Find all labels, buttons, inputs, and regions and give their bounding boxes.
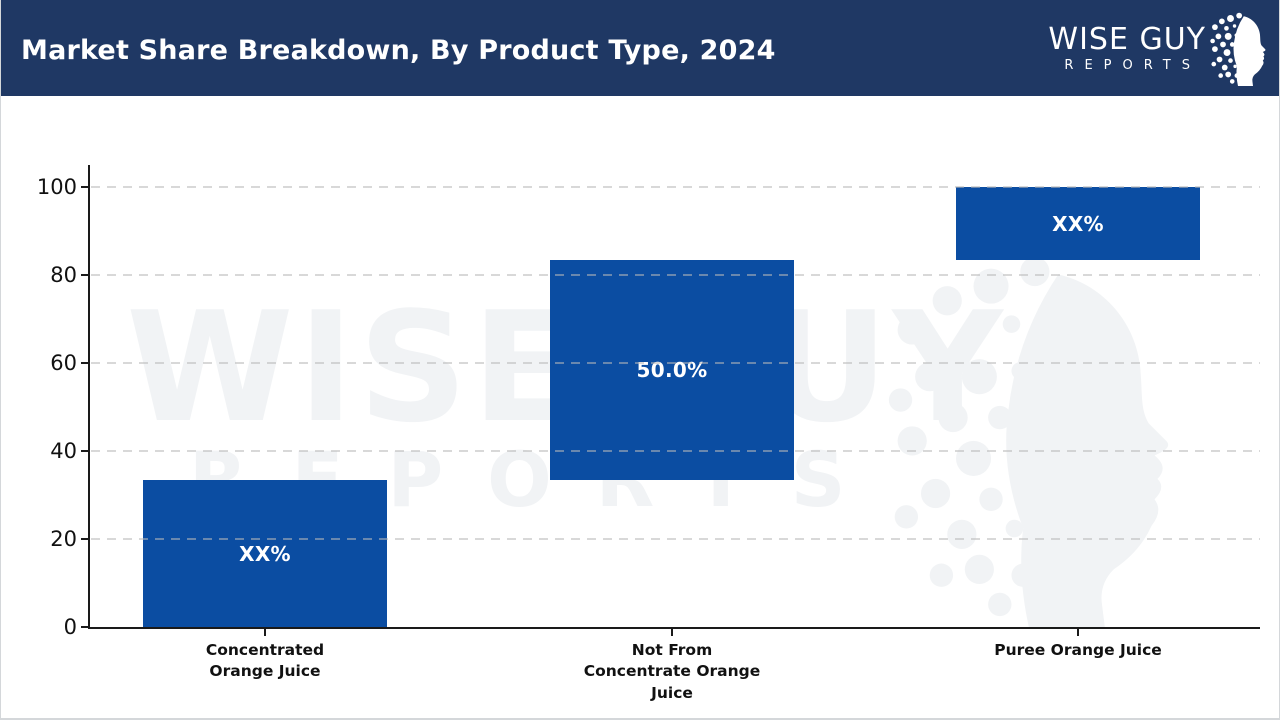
gridline (91, 186, 1260, 188)
y-tick-label: 60 (50, 351, 77, 375)
header: Market Share Breakdown, By Product Type,… (1, 0, 1279, 96)
x-tick-mark (1077, 627, 1079, 636)
y-tick-mark (81, 450, 89, 452)
y-tick-mark (81, 538, 89, 540)
x-tick-mark (671, 627, 673, 636)
logo-text: WISE GUY REPORTS (1048, 21, 1206, 73)
logo-head-icon (1210, 12, 1266, 86)
gridline (91, 450, 1260, 452)
x-category-label: Not From Concentrate Orange Juice (583, 641, 761, 702)
bar-value-label: XX% (1052, 211, 1104, 236)
bar-value-label: XX% (239, 541, 291, 566)
y-axis-line (88, 165, 90, 629)
gridline (91, 538, 1260, 540)
logo-subtitle: REPORTS (1064, 57, 1202, 73)
watermark-head-icon (888, 256, 1169, 628)
y-tick-label: 100 (36, 175, 77, 199)
page-title: Market Share Breakdown, By Product Type,… (21, 34, 776, 66)
y-tick-label: 0 (63, 615, 77, 639)
x-category-label: Concentrated Orange Juice (205, 641, 325, 681)
x-category-label: Puree Orange Juice (994, 641, 1162, 659)
y-tick-label: 20 (50, 527, 77, 551)
waterfall-bar: 50.0% (550, 260, 794, 481)
waterfall-bar: XX% (956, 187, 1200, 261)
gridline (91, 362, 1260, 364)
waterfall-bar: XX% (143, 480, 387, 627)
y-tick-label: 80 (50, 263, 77, 287)
wise-guy-logo: WISE GUY REPORTS (1048, 11, 1267, 86)
gridline (91, 274, 1260, 276)
y-tick-mark (81, 362, 89, 364)
y-tick-label: 40 (50, 439, 77, 463)
x-tick-mark (264, 627, 266, 636)
y-tick-mark (81, 274, 89, 276)
y-tick-mark (81, 186, 89, 188)
x-axis-line (88, 627, 1260, 629)
logo-wordmark: WISE GUY (1048, 21, 1206, 57)
y-tick-mark (81, 626, 89, 628)
